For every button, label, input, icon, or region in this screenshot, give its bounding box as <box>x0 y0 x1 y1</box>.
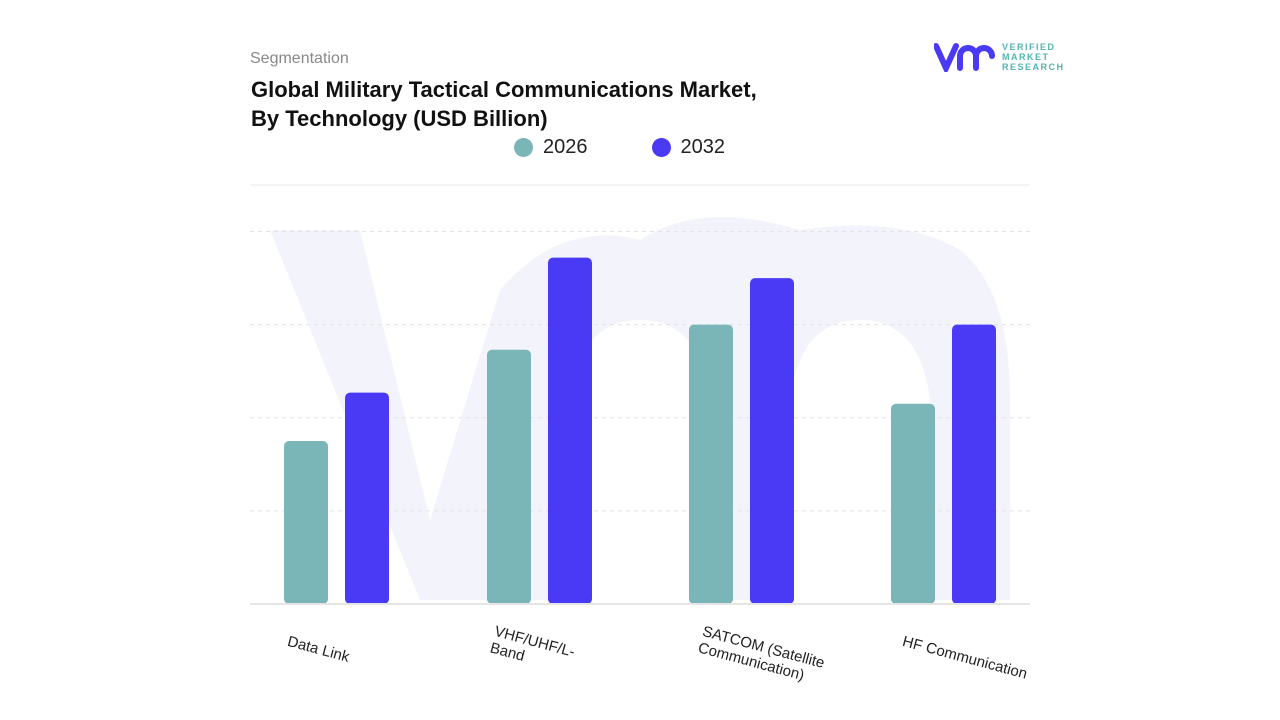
bar-2026-0 <box>284 441 328 604</box>
chart-title: Global Military Tactical Communications … <box>251 75 851 133</box>
bar-2026-1 <box>487 349 531 604</box>
bar-2032-2 <box>750 278 794 604</box>
bar-2026-2 <box>689 324 733 604</box>
title-line-1: Global Military Tactical Communications … <box>251 77 757 102</box>
logo-text-1: VERIFIED <box>1002 42 1056 52</box>
watermark <box>270 217 1010 600</box>
logo-text-2: MARKET <box>1002 52 1050 62</box>
legend-label-2032: 2032 <box>680 136 726 158</box>
legend-dot-2032 <box>651 138 671 157</box>
legend-label-2026: 2026 <box>543 136 588 158</box>
vmr-logo: VERIFIED MARKET RESEARCH <box>934 42 1065 72</box>
segment-label: Segmentation <box>250 50 349 67</box>
logo-text-3: RESEARCH <box>1002 62 1065 72</box>
bar-2032-0 <box>345 392 389 604</box>
vmr-logo-icon <box>934 43 995 72</box>
title-line-2: By Technology (USD Billion) <box>251 106 548 131</box>
bar-2026-3 <box>891 403 935 604</box>
legend-item-2032: 2032 <box>651 136 726 159</box>
bar-2032-1 <box>548 257 592 604</box>
legend: 2026 2032 <box>514 136 725 159</box>
legend-item-2026: 2026 <box>514 136 588 159</box>
bar-2032-3 <box>952 324 996 604</box>
legend-dot-2026 <box>514 138 533 157</box>
